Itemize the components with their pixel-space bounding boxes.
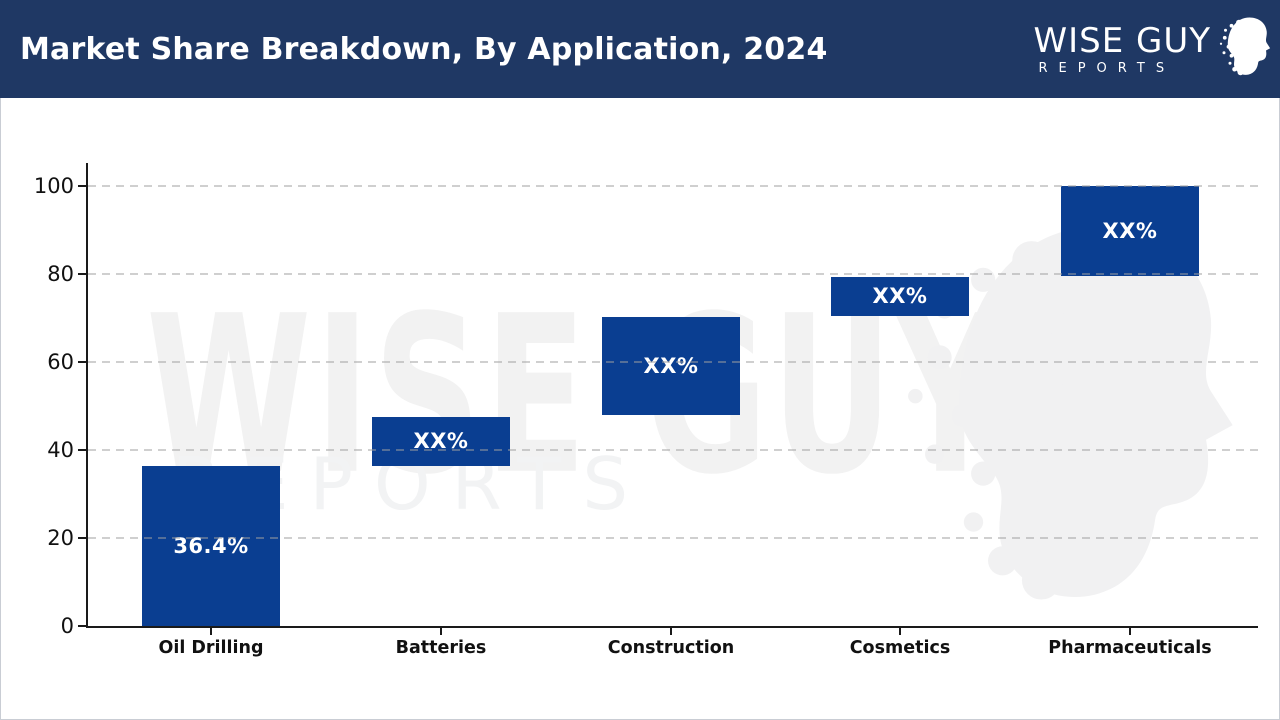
y-tick-100 — [78, 185, 87, 187]
x-tick-pharmaceuticals — [1129, 628, 1131, 635]
logo-wordmark: WISE GUY — [1033, 20, 1211, 61]
x-tick-construction — [670, 628, 672, 635]
y-tick-label-60: 60 — [47, 350, 74, 374]
page-title: Market Share Breakdown, By Application, … — [20, 31, 828, 67]
x-category-label-batteries: Batteries — [395, 638, 487, 658]
bar-value-label-construction: XX% — [643, 353, 699, 378]
bar-batteries: XX% — [372, 417, 510, 466]
gridline-20 — [88, 537, 1258, 539]
y-tick-80 — [78, 273, 87, 275]
gridline-40 — [88, 449, 1258, 451]
y-tick-label-0: 0 — [60, 614, 74, 638]
x-category-label-oil-drilling: Oil Drilling — [158, 638, 264, 658]
x-tick-cosmetics — [899, 628, 901, 635]
logo-subtext: REPORTS — [1038, 60, 1176, 76]
brand-logo: WISE GUY REPORTS — [1033, 0, 1272, 98]
x-axis — [86, 626, 1258, 628]
y-tick-label-40: 40 — [47, 438, 74, 462]
y-axis — [86, 163, 88, 628]
bar-value-label-cosmetics: XX% — [872, 284, 928, 309]
bar-value-label-pharmaceuticals: XX% — [1102, 219, 1158, 244]
y-tick-60 — [78, 361, 87, 363]
y-tick-0 — [78, 625, 87, 627]
bar-oil-drilling: 36.4% — [142, 465, 280, 626]
x-category-label-pharmaceuticals: Pharmaceuticals — [1048, 638, 1212, 658]
x-tick-batteries — [440, 628, 442, 635]
gridline-80 — [88, 273, 1258, 275]
x-tick-oil-drilling — [210, 628, 212, 635]
bar-pharmaceuticals: XX% — [1061, 186, 1199, 277]
y-tick-40 — [78, 449, 87, 451]
gridline-60 — [88, 361, 1258, 363]
gridline-100 — [88, 185, 1258, 187]
y-tick-label-80: 80 — [47, 262, 74, 286]
bar-cosmetics: XX% — [831, 277, 969, 316]
x-category-label-construction: Construction — [607, 638, 735, 658]
y-tick-label-100: 100 — [33, 174, 74, 198]
y-tick-20 — [78, 537, 87, 539]
wiseguy-head-icon — [1219, 17, 1271, 76]
bar-construction: XX% — [602, 317, 740, 415]
y-tick-label-20: 20 — [47, 526, 74, 550]
x-category-label-cosmetics: Cosmetics — [849, 638, 951, 658]
header: Market Share Breakdown, By Application, … — [0, 0, 1280, 98]
